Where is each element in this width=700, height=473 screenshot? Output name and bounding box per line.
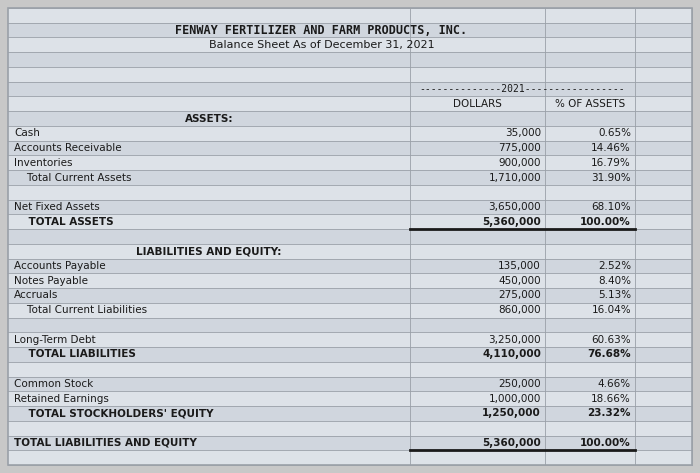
Text: Cash: Cash xyxy=(14,128,40,138)
Text: Accounts Payable: Accounts Payable xyxy=(14,261,106,271)
Text: TOTAL STOCKHOLDERS' EQUITY: TOTAL STOCKHOLDERS' EQUITY xyxy=(14,408,213,419)
Text: 1,000,000: 1,000,000 xyxy=(489,394,541,403)
Text: 35,000: 35,000 xyxy=(505,128,541,138)
Text: 60.63%: 60.63% xyxy=(592,335,631,345)
Bar xyxy=(8,273,692,288)
Bar xyxy=(8,259,692,273)
Bar xyxy=(8,214,692,229)
Text: FENWAY FERTILIZER AND FARM PRODUCTS, INC.: FENWAY FERTILIZER AND FARM PRODUCTS, INC… xyxy=(176,24,468,36)
Text: 450,000: 450,000 xyxy=(498,276,541,286)
Text: 4.66%: 4.66% xyxy=(598,379,631,389)
Text: Notes Payable: Notes Payable xyxy=(14,276,88,286)
Text: 5,360,000: 5,360,000 xyxy=(482,217,541,227)
Text: 2.52%: 2.52% xyxy=(598,261,631,271)
Text: Accounts Receivable: Accounts Receivable xyxy=(14,143,122,153)
Bar xyxy=(8,111,692,126)
Text: Total Current Liabilities: Total Current Liabilities xyxy=(14,305,147,315)
Bar xyxy=(8,8,692,23)
Text: 100.00%: 100.00% xyxy=(580,217,631,227)
Bar xyxy=(8,288,692,303)
Text: 8.40%: 8.40% xyxy=(598,276,631,286)
Text: 3,650,000: 3,650,000 xyxy=(489,202,541,212)
Text: 3,250,000: 3,250,000 xyxy=(489,335,541,345)
Text: 900,000: 900,000 xyxy=(498,158,541,168)
Text: 4,110,000: 4,110,000 xyxy=(482,350,541,359)
Text: 275,000: 275,000 xyxy=(498,290,541,300)
Bar xyxy=(8,52,692,67)
Text: 1,710,000: 1,710,000 xyxy=(489,173,541,183)
Text: % OF ASSETS: % OF ASSETS xyxy=(555,99,625,109)
Text: 23.32%: 23.32% xyxy=(587,408,631,419)
Text: Long-Term Debt: Long-Term Debt xyxy=(14,335,96,345)
Bar xyxy=(8,67,692,82)
Text: Net Fixed Assets: Net Fixed Assets xyxy=(14,202,99,212)
Bar xyxy=(8,200,692,214)
Text: Accruals: Accruals xyxy=(14,290,58,300)
Text: Retained Earnings: Retained Earnings xyxy=(14,394,109,403)
Bar xyxy=(8,421,692,436)
Text: 5,360,000: 5,360,000 xyxy=(482,438,541,448)
Bar xyxy=(8,140,692,156)
Bar xyxy=(8,156,692,170)
Text: LIABILITIES AND EQUITY:: LIABILITIES AND EQUITY: xyxy=(136,246,281,256)
Text: TOTAL LIABILITIES: TOTAL LIABILITIES xyxy=(14,350,136,359)
Text: 14.46%: 14.46% xyxy=(592,143,631,153)
Bar xyxy=(8,436,692,450)
Bar xyxy=(8,317,692,333)
Bar xyxy=(8,362,692,377)
Bar xyxy=(8,391,692,406)
Text: Total Current Assets: Total Current Assets xyxy=(14,173,132,183)
Text: TOTAL LIABILITIES AND EQUITY: TOTAL LIABILITIES AND EQUITY xyxy=(14,438,197,448)
Bar xyxy=(8,333,692,347)
Text: 16.79%: 16.79% xyxy=(592,158,631,168)
Text: 1,250,000: 1,250,000 xyxy=(482,408,541,419)
Text: Common Stock: Common Stock xyxy=(14,379,93,389)
Text: Balance Sheet As of December 31, 2021: Balance Sheet As of December 31, 2021 xyxy=(209,40,434,50)
Text: --------------2021-----------------: --------------2021----------------- xyxy=(420,84,625,94)
Text: ASSETS:: ASSETS: xyxy=(185,114,233,123)
Text: 860,000: 860,000 xyxy=(498,305,541,315)
Text: 76.68%: 76.68% xyxy=(587,350,631,359)
Text: 68.10%: 68.10% xyxy=(592,202,631,212)
Bar xyxy=(8,82,692,96)
Text: 31.90%: 31.90% xyxy=(592,173,631,183)
Bar xyxy=(8,377,692,391)
Text: 5.13%: 5.13% xyxy=(598,290,631,300)
Text: 775,000: 775,000 xyxy=(498,143,541,153)
Text: 250,000: 250,000 xyxy=(498,379,541,389)
Text: TOTAL ASSETS: TOTAL ASSETS xyxy=(14,217,113,227)
Bar xyxy=(8,347,692,362)
Bar xyxy=(8,23,692,37)
Bar xyxy=(8,450,692,465)
Text: 0.65%: 0.65% xyxy=(598,128,631,138)
Bar xyxy=(8,126,692,140)
Text: 18.66%: 18.66% xyxy=(592,394,631,403)
Text: DOLLARS: DOLLARS xyxy=(453,99,502,109)
Bar xyxy=(8,406,692,421)
Bar xyxy=(8,170,692,185)
Text: 135,000: 135,000 xyxy=(498,261,541,271)
Bar xyxy=(8,303,692,317)
Bar xyxy=(8,229,692,244)
Text: Inventories: Inventories xyxy=(14,158,73,168)
Bar xyxy=(8,96,692,111)
Bar xyxy=(8,37,692,52)
Text: 16.04%: 16.04% xyxy=(592,305,631,315)
Bar xyxy=(8,244,692,259)
Bar xyxy=(8,185,692,200)
Text: 100.00%: 100.00% xyxy=(580,438,631,448)
